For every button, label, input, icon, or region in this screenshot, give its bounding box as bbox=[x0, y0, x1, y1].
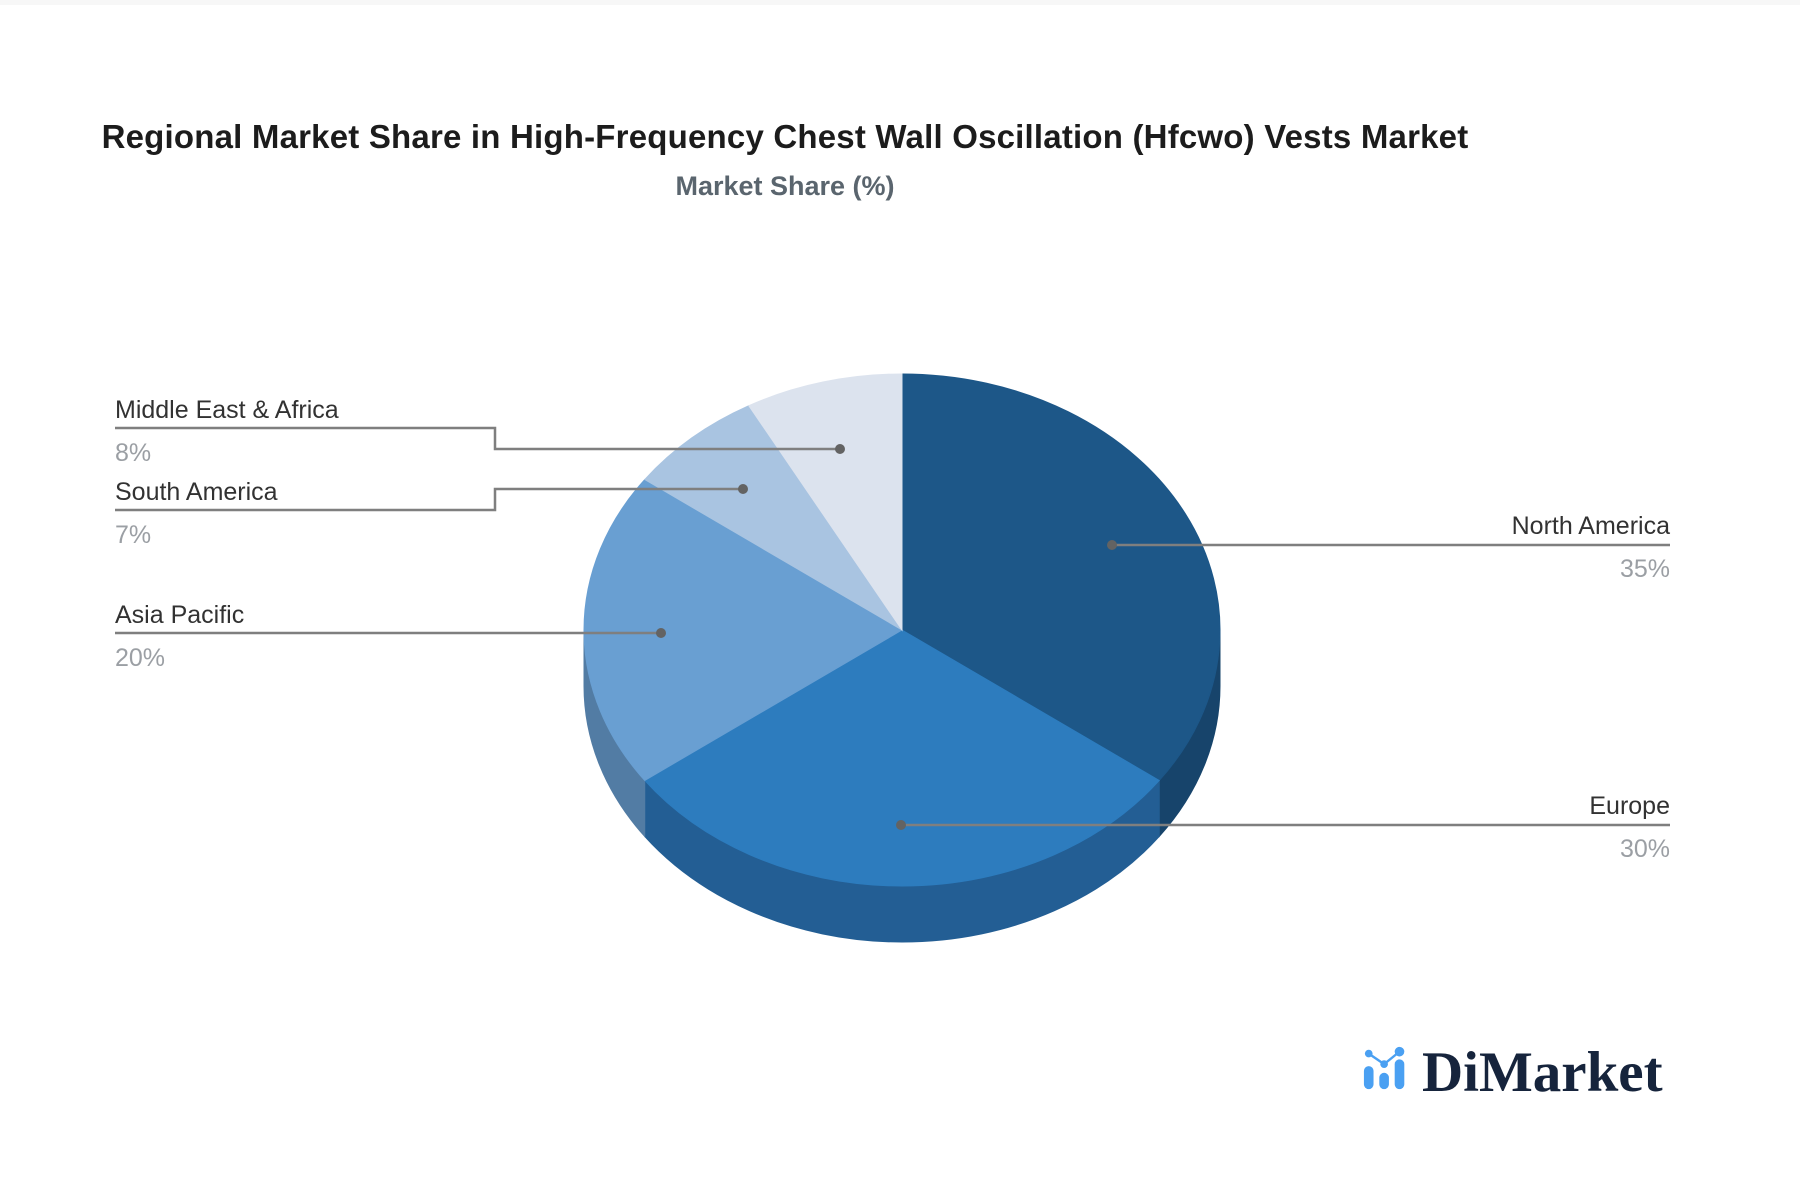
bar-chart-icon bbox=[1363, 1046, 1405, 1090]
callout-dot-north-america bbox=[1107, 540, 1117, 550]
callout-dot-europe bbox=[896, 820, 906, 830]
pie-slice-europe[interactable] bbox=[643, 629, 1161, 887]
brand-name: DiMarket bbox=[1422, 1041, 1663, 1104]
chart-title: Regional Market Share in High-Frequency … bbox=[101, 118, 1469, 155]
callout-line-middle-east-africa bbox=[115, 426, 840, 451]
callout-label: Asia Pacific bbox=[115, 601, 245, 629]
pie-slice-north-america[interactable] bbox=[901, 373, 1221, 782]
callout-south-america: South America 7% bbox=[115, 477, 675, 551]
chart-subtitle: Market Share (%) bbox=[675, 171, 895, 201]
callout-dot-south-america bbox=[738, 484, 748, 494]
callout-dot-middle-east-africa bbox=[835, 444, 845, 454]
callout-europe: Europe 30% bbox=[1110, 791, 1670, 865]
callout-middle-east-africa: Middle East & Africa 8% bbox=[115, 395, 675, 469]
callout-line-south-america bbox=[115, 487, 743, 512]
callout-label: Europe bbox=[1589, 792, 1670, 820]
pie-slice-south-america[interactable] bbox=[643, 405, 903, 631]
pie-slice-middle-east-africa[interactable] bbox=[748, 373, 903, 632]
callout-dot-asia-pacific bbox=[656, 628, 666, 638]
callout-asia-pacific: Asia Pacific 20% bbox=[115, 600, 675, 674]
callout-value: 8% bbox=[115, 439, 152, 467]
page-top-edge bbox=[0, 0, 1800, 5]
callout-label: North America bbox=[1511, 512, 1670, 540]
callout-value: 30% bbox=[1619, 835, 1670, 863]
callout-value: 35% bbox=[1619, 555, 1670, 583]
callout-label: Middle East & Africa bbox=[115, 396, 339, 424]
callout-label: South America bbox=[115, 478, 278, 506]
callout-value: 7% bbox=[115, 521, 152, 549]
callout-north-america: North America 35% bbox=[1110, 511, 1670, 585]
callout-value: 20% bbox=[115, 644, 166, 672]
brand-logo: DiMarket bbox=[1362, 1040, 1692, 1110]
pie-slice-asia-pacific[interactable] bbox=[583, 478, 903, 782]
